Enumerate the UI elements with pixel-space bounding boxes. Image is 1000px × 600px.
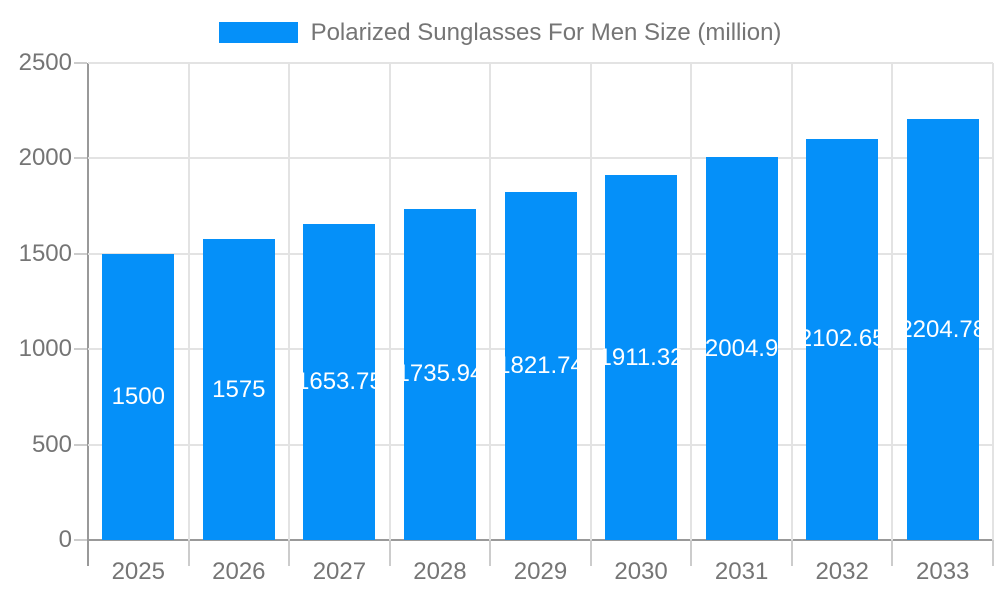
bar-value-label: 2204.78 <box>899 315 987 343</box>
x-tick-label: 2027 <box>312 558 367 585</box>
x-tick-mark <box>589 540 592 566</box>
x-tick-label: 2032 <box>815 558 869 585</box>
x-tick-label: 2033 <box>916 558 970 585</box>
x-tick-label: 2028 <box>413 558 467 585</box>
bar-value-label: 1575 <box>212 375 266 403</box>
bar-2032[interactable]: 2102.65 <box>799 138 886 540</box>
x-tick-mark <box>288 540 291 566</box>
x-tick-label: 2026 <box>212 558 266 585</box>
bar-value-label: 1821.74 <box>497 352 584 380</box>
x-tick-mark <box>790 540 793 566</box>
y-tick-label: 1000 <box>18 335 72 363</box>
y-tick-mark <box>74 539 87 541</box>
bar-2027[interactable]: 1653.75 <box>296 224 383 540</box>
bar-2025[interactable]: 1500 <box>102 253 175 540</box>
bar-2030[interactable]: 1911.32 <box>599 175 684 540</box>
x-tick-label: 2029 <box>513 558 568 585</box>
v-gridline <box>690 63 693 540</box>
x-tick-mark <box>690 540 693 566</box>
bar-2028[interactable]: 1735.94 <box>397 208 483 540</box>
x-tick-label: 2025 <box>111 558 165 585</box>
bar-2026[interactable]: 1575 <box>202 239 275 540</box>
v-gridline <box>891 63 894 540</box>
y-tick-mark <box>74 157 87 160</box>
y-tick-label: 2000 <box>18 144 72 172</box>
y-axis-line <box>87 63 89 566</box>
v-gridline <box>388 63 391 540</box>
legend[interactable]: Polarized Sunglasses For Men Size (milli… <box>0 19 1000 46</box>
bar-value-label: 1735.94 <box>396 360 484 388</box>
y-tick-mark <box>74 443 87 446</box>
bar-2031[interactable]: 2004.9 <box>704 157 779 540</box>
x-tick-label: 2031 <box>714 558 769 585</box>
h-gridline <box>88 157 993 160</box>
y-tick-mark <box>74 348 87 351</box>
y-tick-label: 2500 <box>18 49 72 76</box>
y-tick-mark <box>74 252 87 255</box>
x-tick-mark <box>489 540 492 566</box>
bar-value-label: 2004.9 <box>704 334 779 362</box>
bar-2033[interactable]: 2204.78 <box>899 119 986 540</box>
legend-swatch <box>218 22 298 43</box>
x-tick-mark <box>891 540 894 566</box>
bar-value-label: 1653.75 <box>295 368 383 396</box>
v-gridline <box>489 63 492 540</box>
y-tick-label: 500 <box>31 430 72 458</box>
y-tick-label: 0 <box>58 526 72 553</box>
x-axis-line <box>74 539 993 541</box>
bar-value-label: 1500 <box>111 382 165 410</box>
x-tick-mark <box>992 540 994 566</box>
v-gridline <box>187 63 190 540</box>
x-tick-mark <box>388 540 391 566</box>
v-gridline <box>589 63 592 540</box>
y-tick-mark <box>74 62 87 64</box>
v-gridline <box>992 63 994 540</box>
legend-label: Polarized Sunglasses For Men Size (milli… <box>310 18 782 46</box>
v-gridline <box>288 63 291 540</box>
bar-value-label: 1911.32 <box>598 343 684 371</box>
v-gridline <box>790 63 793 540</box>
h-gridline <box>88 62 993 64</box>
bar-2029[interactable]: 1821.74 <box>497 192 584 540</box>
x-tick-mark <box>187 540 190 566</box>
bar-value-label: 2102.65 <box>798 325 886 353</box>
y-tick-label: 1500 <box>18 239 72 267</box>
x-tick-label: 2030 <box>614 558 668 585</box>
